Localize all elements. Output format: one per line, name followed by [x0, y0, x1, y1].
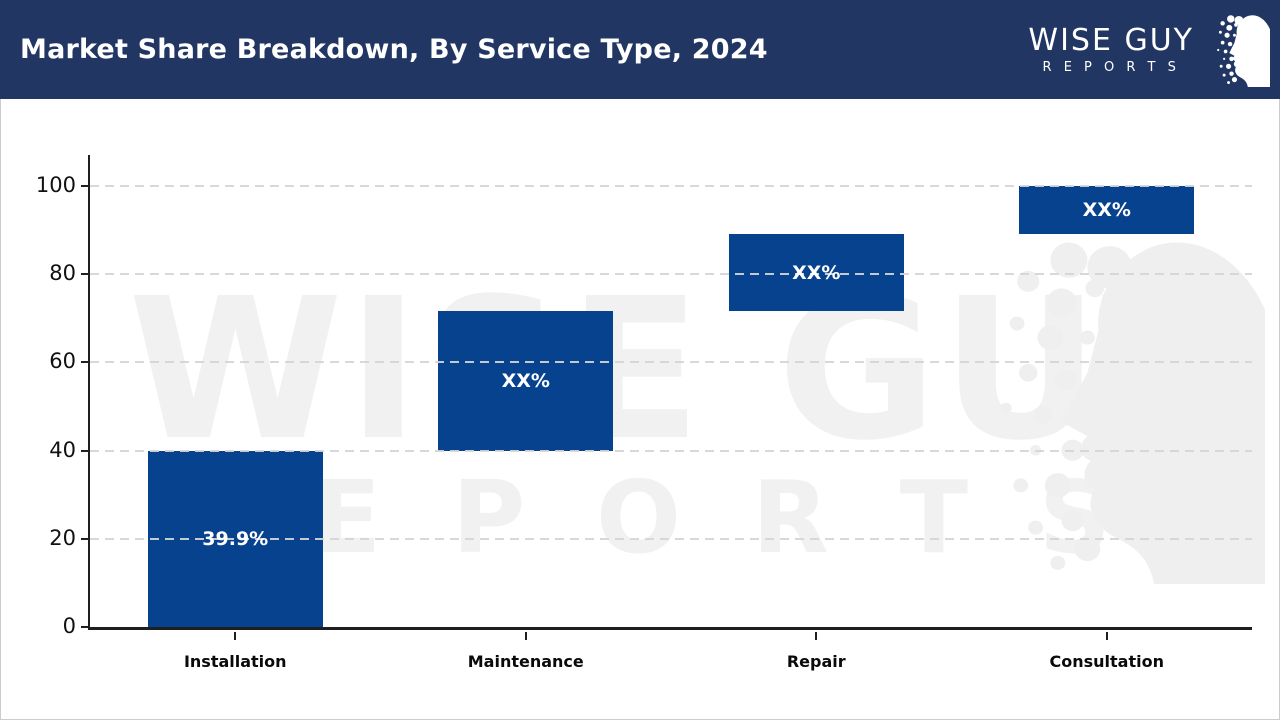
wiseguy-logo: WISE GUY R E P O R T S	[1028, 8, 1270, 92]
logo-brand-subtitle: R E P O R T S	[1042, 59, 1180, 75]
y-tick-mark	[81, 361, 88, 364]
y-tick-mark	[81, 449, 88, 452]
x-tick-mark	[815, 632, 818, 640]
gridline	[90, 273, 1252, 276]
bar-maintenance	[438, 311, 614, 451]
gridline	[90, 184, 1252, 187]
bar-value-label: XX%	[1082, 198, 1131, 221]
y-tick-label: 40	[49, 437, 76, 462]
bar-repair	[728, 233, 904, 312]
x-category-label: Maintenance	[467, 652, 584, 671]
gridline	[90, 537, 1252, 540]
header-bar: Market Share Breakdown, By Service Type,…	[0, 0, 1280, 99]
y-tick-label: 20	[49, 525, 76, 550]
y-tick-label: 0	[62, 614, 76, 638]
x-tick-mark	[234, 632, 237, 640]
plot-area: 0 20 40 60 80 100 39.9% Installation XX% Maintena…	[36, 155, 1252, 671]
x-category-label: Installation	[183, 652, 287, 671]
bar-value-label: XX%	[792, 261, 841, 284]
gridline	[90, 361, 1252, 364]
y-tick-mark	[81, 184, 88, 187]
y-tick-label: 100	[35, 172, 76, 197]
x-tick-mark	[524, 632, 527, 640]
y-tick-label: 60	[49, 349, 76, 374]
y-tick-mark	[81, 626, 88, 628]
gridline	[90, 449, 1252, 452]
logo-wordmark: WISE GUY R E P O R T S	[1028, 25, 1194, 75]
chart-title: Market Share Breakdown, By Service Type,…	[20, 34, 768, 65]
bar-value-label: XX%	[501, 370, 550, 393]
bar-value-label: 39.9%	[202, 528, 269, 550]
y-tick-mark	[81, 273, 88, 276]
face-profile-dots-icon	[1217, 15, 1270, 87]
x-category-label: Repair	[786, 652, 846, 671]
x-tick-mark	[1105, 632, 1108, 640]
bar-consultation	[1019, 185, 1195, 234]
y-tick-mark	[81, 537, 88, 540]
y-tick-label: 80	[49, 261, 76, 286]
x-category-label: Consultation	[1049, 652, 1164, 671]
logo-brand-name: WISE GUY	[1028, 23, 1194, 59]
